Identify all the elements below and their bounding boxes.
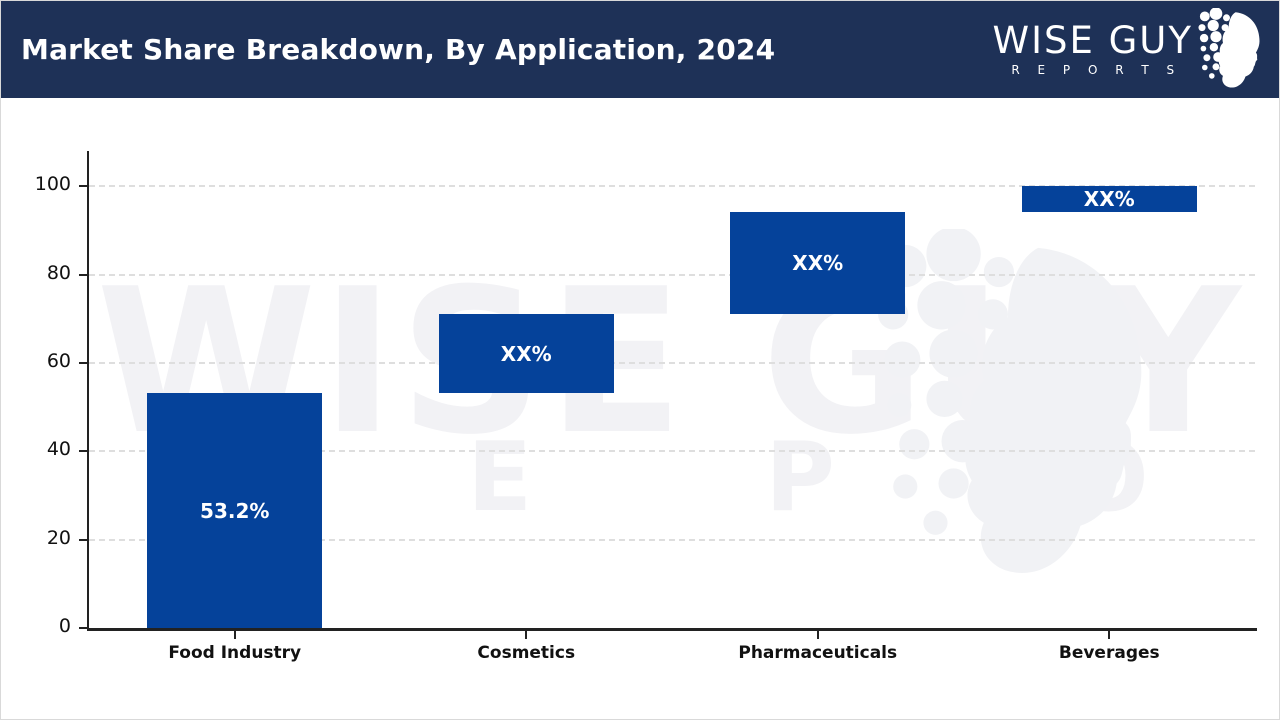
y-tick-0 — [79, 627, 87, 629]
gridline-60 — [89, 362, 1255, 364]
bar-value-label: XX% — [1083, 186, 1135, 211]
y-tick-60 — [79, 362, 87, 364]
gridline-20 — [89, 538, 1255, 541]
bar-beverages: XX% — [1021, 186, 1197, 212]
y-tick-label-60: 60 — [46, 350, 71, 372]
y-tick-label-0: 0 — [58, 615, 71, 637]
y-tick-80 — [79, 273, 87, 276]
bar-value-label: 53.2% — [200, 498, 270, 523]
chart-title: Market Share Breakdown, By Application, … — [21, 33, 776, 66]
wiseguy-logo: WISE GUY R E P O R T S — [993, 8, 1265, 92]
x-category-label-2: Pharmaceuticals — [738, 643, 898, 663]
logo-face-icon — [1195, 8, 1265, 92]
y-axis-line — [87, 151, 89, 628]
y-tick-label-20: 20 — [46, 526, 71, 549]
y-tick-40 — [79, 450, 87, 453]
y-tick-label-40: 40 — [46, 438, 71, 461]
bar-pharmaceuticals: XX% — [730, 211, 906, 315]
y-tick-label-80: 80 — [46, 261, 71, 284]
plot-area: 0 20 40 60 80 100 53.2% Food Industry XX% Cosmeti… — [35, 151, 1257, 663]
logo-line1: WISE GUY — [992, 19, 1193, 62]
logo-line2: R E P O R T S — [1011, 63, 1182, 77]
y-tick-100 — [79, 185, 87, 188]
bar-food-industry: 53.2% — [147, 393, 323, 628]
header: Market Share Breakdown, By Application, … — [1, 1, 1279, 98]
x-tick-3 — [1108, 631, 1111, 639]
logo-wordmark: WISE GUY R E P O R T S — [993, 22, 1193, 77]
gridline-80 — [89, 273, 1255, 276]
x-category-label-3: Beverages — [1058, 643, 1160, 663]
x-axis-line — [87, 628, 1257, 631]
gridline-100 — [89, 185, 1255, 188]
y-tick-20 — [79, 538, 87, 541]
bar-value-label: XX% — [500, 341, 552, 366]
y-tick-label-100: 100 — [34, 173, 71, 196]
gridline-40 — [89, 450, 1255, 453]
bar-value-label: XX% — [792, 250, 844, 275]
bar-cosmetics: XX% — [438, 314, 614, 394]
x-tick-2 — [816, 631, 819, 639]
x-tick-1 — [525, 631, 528, 639]
x-category-label-0: Food Industry — [168, 643, 302, 663]
x-category-label-1: Cosmetics — [477, 643, 576, 663]
x-tick-0 — [233, 631, 236, 639]
